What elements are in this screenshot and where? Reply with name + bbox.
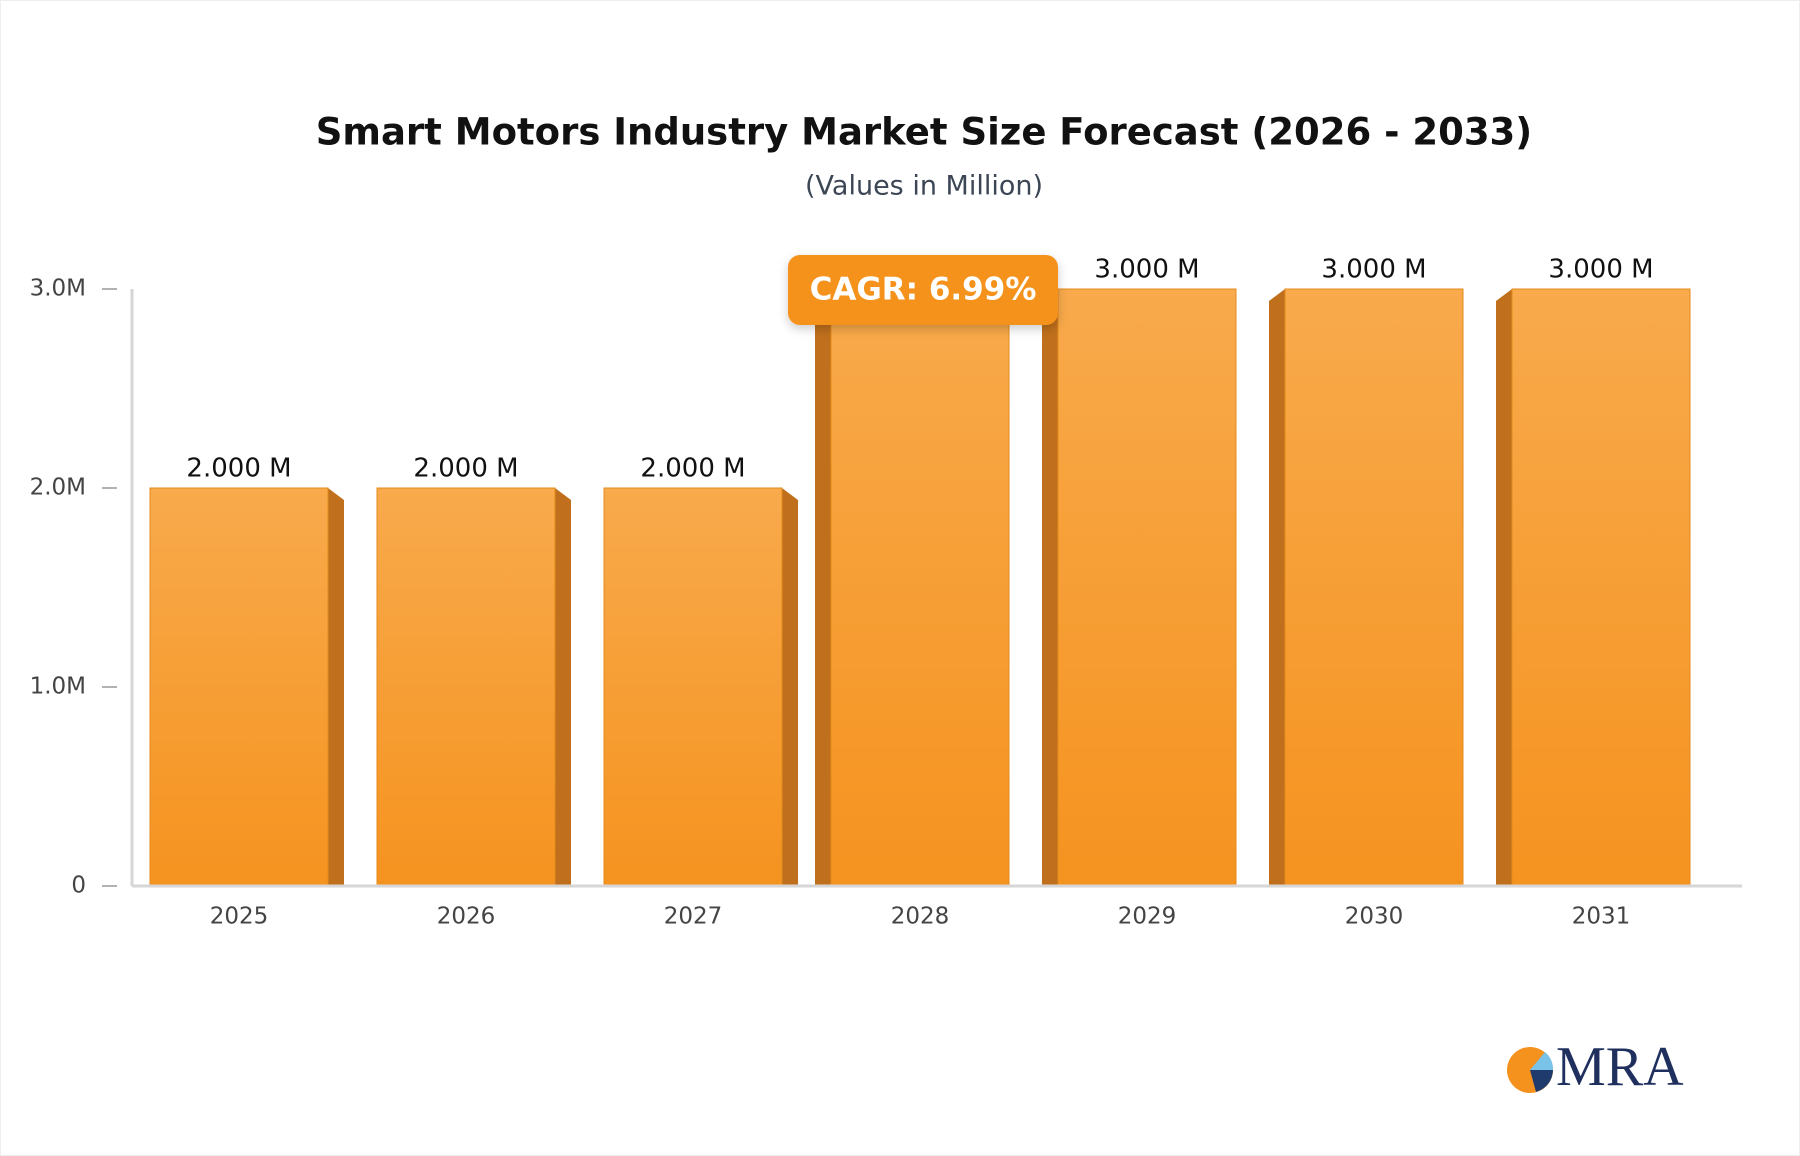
bar	[830, 288, 1010, 887]
value-label: 3.000 M	[1094, 255, 1199, 285]
bar-side	[555, 488, 571, 886]
value-label: 3.000 M	[1548, 255, 1653, 285]
value-label: 2.000 M	[413, 454, 518, 484]
bar-side	[815, 289, 831, 886]
value-label: 3.000 M	[1321, 255, 1426, 285]
x-tick-label: 2030	[1345, 904, 1404, 930]
y-tick-label: 3.0M	[30, 276, 86, 302]
cagr-text: CAGR: 6.99%	[810, 272, 1037, 308]
value-label: 2.000 M	[640, 454, 745, 484]
cagr-badge: CAGR: 6.99%	[788, 255, 1058, 325]
cagr-box	[788, 255, 1058, 325]
y-tick-label: 0	[71, 873, 86, 899]
logo-text: MRA	[1556, 1036, 1684, 1098]
bar-side	[1042, 289, 1058, 886]
y-tick-label: 1.0M	[30, 674, 86, 700]
value-label: 2.000 M	[186, 454, 291, 484]
bar	[603, 487, 783, 887]
logo-icon	[1530, 1070, 1553, 1092]
y-tick-label: 2.0M	[30, 475, 86, 501]
chart-subtitle: (Values in Million)	[805, 171, 1043, 202]
logo-icon	[1530, 1052, 1554, 1070]
x-tick-label: 2027	[664, 904, 723, 930]
x-tick-label: 2026	[437, 904, 496, 930]
bar	[376, 487, 556, 887]
bar	[149, 487, 329, 887]
bar	[1057, 288, 1237, 887]
bar-side	[1269, 289, 1285, 886]
bar-side	[1496, 289, 1512, 886]
x-tick-label: 2028	[891, 904, 950, 930]
bar	[1284, 288, 1464, 887]
chart-title: Smart Motors Industry Market Size Foreca…	[316, 111, 1532, 154]
x-tick-label: 2029	[1118, 904, 1177, 930]
bar	[1511, 288, 1691, 887]
x-tick-label: 2025	[210, 904, 269, 930]
x-tick-label: 2031	[1572, 904, 1631, 930]
bar-side	[328, 488, 344, 886]
bar-side	[782, 488, 798, 886]
logo: MRA	[1507, 1036, 1684, 1098]
